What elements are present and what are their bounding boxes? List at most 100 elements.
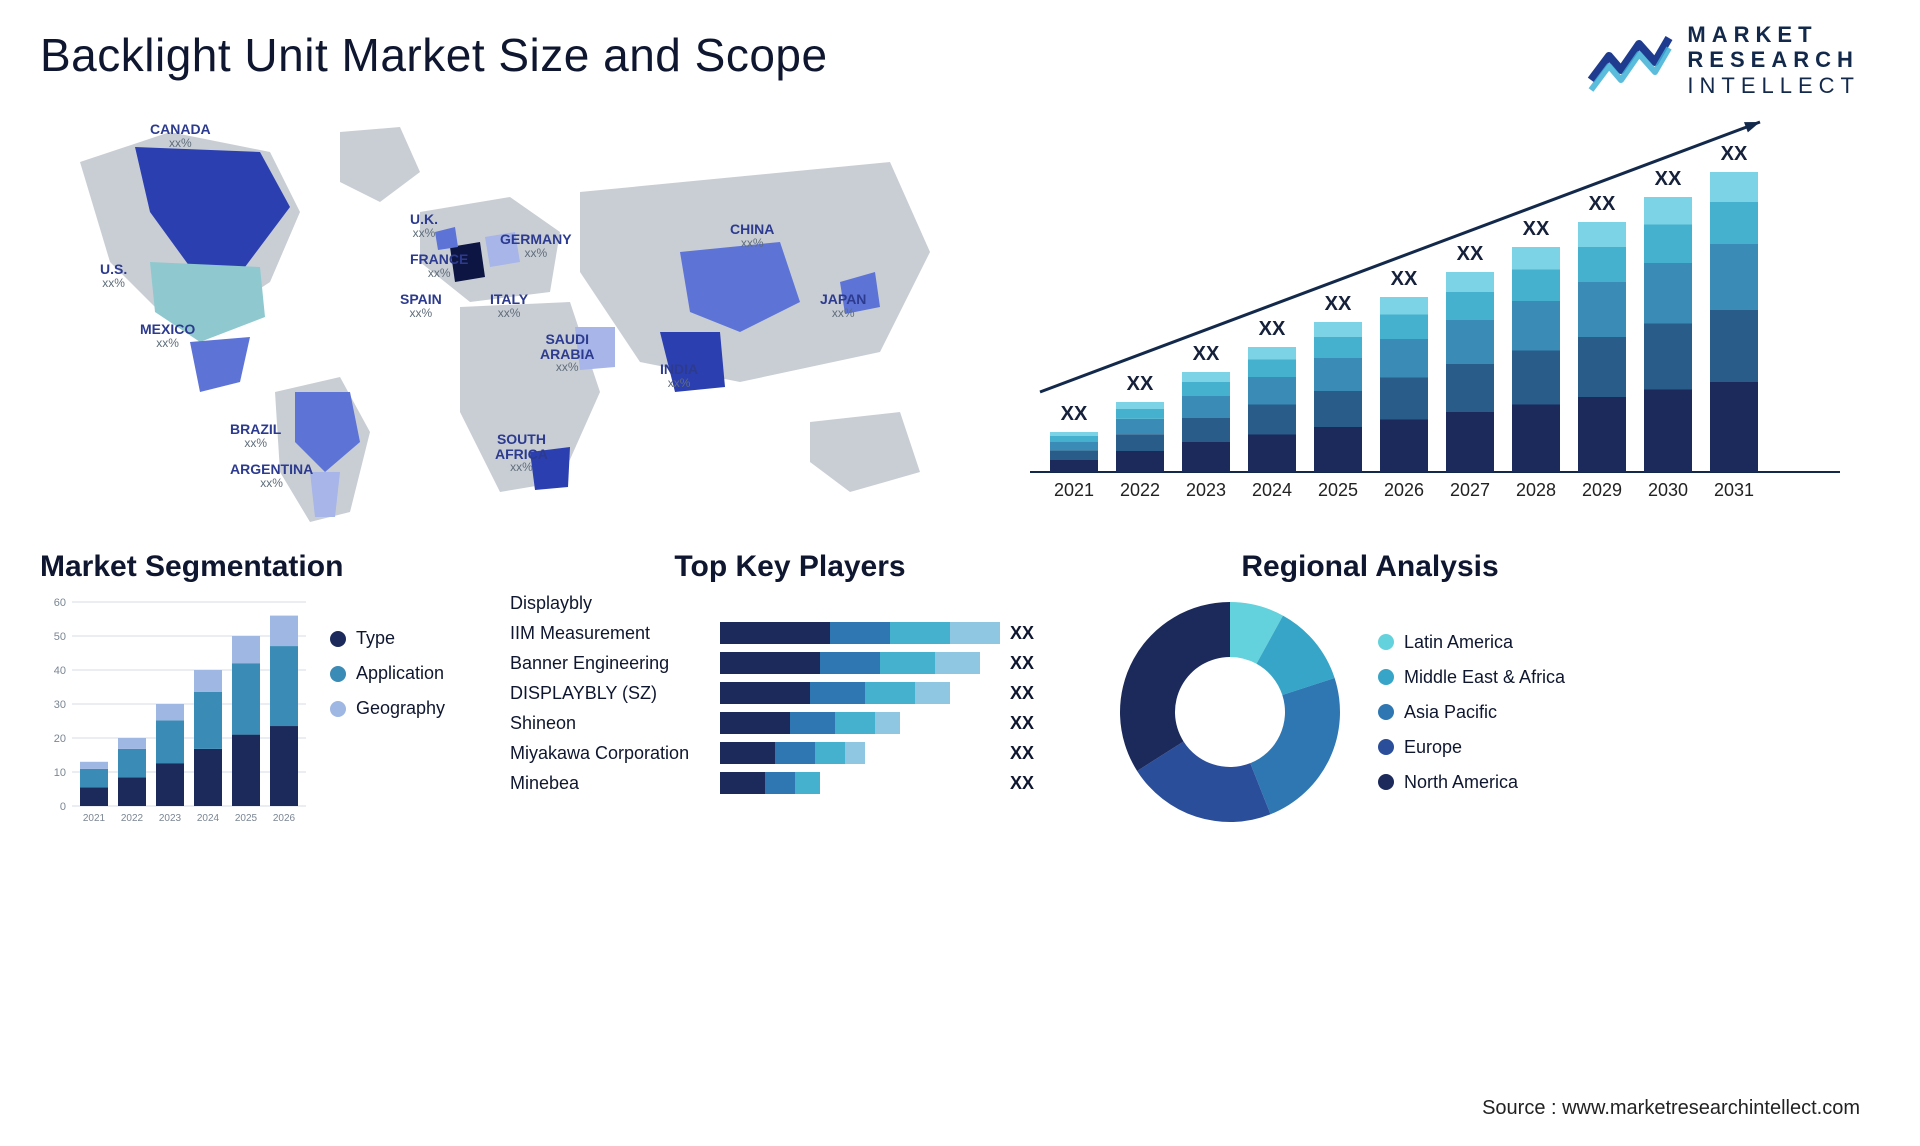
forecast-chart: XX2021XX2022XX2023XX2024XX2025XX2026XX20… <box>1000 92 1860 522</box>
svg-text:50: 50 <box>54 631 66 643</box>
svg-text:XX: XX <box>1655 168 1682 190</box>
player-bar <box>720 652 1000 674</box>
map-label: CANADAxx% <box>150 122 211 149</box>
player-name: Minebea <box>510 773 710 794</box>
svg-text:2028: 2028 <box>1516 480 1556 500</box>
brand-text: MARKET RESEARCH INTELLECT <box>1687 22 1860 98</box>
svg-text:2022: 2022 <box>121 813 144 824</box>
svg-text:2024: 2024 <box>197 813 220 824</box>
regional-panel: Regional Analysis Latin America Middle Ea… <box>1110 528 1630 832</box>
player-bar <box>720 622 1000 644</box>
svg-text:2029: 2029 <box>1582 480 1622 500</box>
svg-text:2026: 2026 <box>1384 480 1424 500</box>
segmentation-title: Market Segmentation <box>40 550 470 584</box>
player-bar <box>720 682 1000 704</box>
svg-text:2026: 2026 <box>273 813 296 824</box>
world-map: CANADAxx% U.S.xx% MEXICOxx% BRAZILxx% ARGENT… <box>40 92 960 522</box>
svg-text:2025: 2025 <box>235 813 258 824</box>
svg-text:XX: XX <box>1127 373 1154 395</box>
svg-text:10: 10 <box>54 767 66 779</box>
svg-text:XX: XX <box>1721 143 1748 165</box>
svg-text:XX: XX <box>1193 343 1220 365</box>
source-line: Source : www.marketresearchintellect.com <box>1482 1097 1860 1120</box>
svg-text:20: 20 <box>54 733 66 745</box>
map-label: MEXICOxx% <box>140 322 195 349</box>
svg-text:2030: 2030 <box>1648 480 1688 500</box>
map-label: ARGENTINAxx% <box>230 462 313 489</box>
svg-text:40: 40 <box>54 665 66 677</box>
legend-item: Type <box>330 628 445 649</box>
svg-text:0: 0 <box>60 801 66 813</box>
legend-item: Middle East & Africa <box>1378 667 1565 688</box>
svg-text:60: 60 <box>54 597 66 609</box>
svg-text:XX: XX <box>1259 318 1286 340</box>
map-label: U.S.xx% <box>100 262 127 289</box>
player-bar <box>720 742 1000 764</box>
player-value: XX <box>1010 623 1060 644</box>
map-label: INDIAxx% <box>660 362 698 389</box>
player-bar <box>720 592 1000 614</box>
player-value: XX <box>1010 773 1060 794</box>
svg-text:XX: XX <box>1061 403 1088 425</box>
map-label: U.K.xx% <box>410 212 438 239</box>
player-name: Displaybly <box>510 593 710 614</box>
svg-text:XX: XX <box>1523 218 1550 240</box>
map-label: JAPANxx% <box>820 292 866 319</box>
page: Backlight Unit Market Size and Scope MAR… <box>0 0 1920 1146</box>
map-label: GERMANYxx% <box>500 232 572 259</box>
svg-text:2022: 2022 <box>1120 480 1160 500</box>
player-row: IIM Measurement XX <box>510 622 1070 644</box>
player-row: DISPLAYBLY (SZ) XX <box>510 682 1070 704</box>
forecast-chart-svg: XX2021XX2022XX2023XX2024XX2025XX2026XX20… <box>1000 92 1860 522</box>
brand-text-l2: RESEARCH <box>1687 47 1860 72</box>
player-bar <box>720 712 1000 734</box>
segmentation-body: 0 10 20 30 40 50 60 2021 2022 2023 2024 2025 2026 Ty… <box>40 592 470 832</box>
player-name: Banner Engineering <box>510 653 710 674</box>
player-bar <box>720 772 1000 794</box>
svg-text:2021: 2021 <box>83 813 106 824</box>
map-label: ITALYxx% <box>490 292 528 319</box>
brand-logo: MARKET RESEARCH INTELLECT <box>1587 22 1860 98</box>
regional-title: Regional Analysis <box>1110 550 1630 584</box>
segmentation-panel: Market Segmentation 0 10 20 30 40 50 60 2021 202… <box>40 528 470 832</box>
player-row: Minebea XX <box>510 772 1070 794</box>
player-row: Miyakawa Corporation XX <box>510 742 1070 764</box>
regional-legend: Latin America Middle East & Africa Asia Pa… <box>1378 632 1565 793</box>
regional-donut <box>1110 592 1350 832</box>
svg-text:2023: 2023 <box>159 813 182 824</box>
legend-item: Asia Pacific <box>1378 702 1565 723</box>
player-value: XX <box>1010 713 1060 734</box>
player-name: DISPLAYBLY (SZ) <box>510 683 710 704</box>
bottom-row: Market Segmentation 0 10 20 30 40 50 60 2021 202… <box>40 528 1880 832</box>
map-label: FRANCExx% <box>410 252 468 279</box>
legend-item: Geography <box>330 698 445 719</box>
brand-mark-icon <box>1587 28 1673 92</box>
map-label: BRAZILxx% <box>230 422 281 449</box>
legend-item: Latin America <box>1378 632 1565 653</box>
player-row: Displaybly <box>510 592 1070 614</box>
map-label: SPAINxx% <box>400 292 442 319</box>
svg-text:XX: XX <box>1457 243 1484 265</box>
svg-text:2031: 2031 <box>1714 480 1754 500</box>
map-label: SAUDIARABIAxx% <box>540 332 594 374</box>
svg-text:2024: 2024 <box>1252 480 1292 500</box>
svg-text:2023: 2023 <box>1186 480 1226 500</box>
legend-item: North America <box>1378 772 1565 793</box>
player-row: ShineonXX <box>510 712 1070 734</box>
player-row: Banner Engineering XX <box>510 652 1070 674</box>
brand-text-l1: MARKET <box>1687 22 1860 47</box>
svg-text:30: 30 <box>54 699 66 711</box>
svg-text:XX: XX <box>1391 268 1418 290</box>
player-name: IIM Measurement <box>510 623 710 644</box>
players-panel: Top Key Players Displaybly IIM Measuremen… <box>510 528 1070 832</box>
svg-text:XX: XX <box>1589 193 1616 215</box>
player-value: XX <box>1010 653 1060 674</box>
player-value: XX <box>1010 743 1060 764</box>
segmentation-legend: TypeApplicationGeography <box>330 628 445 719</box>
players-list: DisplayblyIIM MeasurementXXBanner Engine… <box>510 592 1070 794</box>
player-value: XX <box>1010 683 1060 704</box>
players-title: Top Key Players <box>510 550 1070 584</box>
player-name: Miyakawa Corporation <box>510 743 710 764</box>
regional-body: Latin America Middle East & Africa Asia Pa… <box>1110 592 1630 832</box>
top-row: CANADAxx% U.S.xx% MEXICOxx% BRAZILxx% ARGENT… <box>40 82 1880 522</box>
